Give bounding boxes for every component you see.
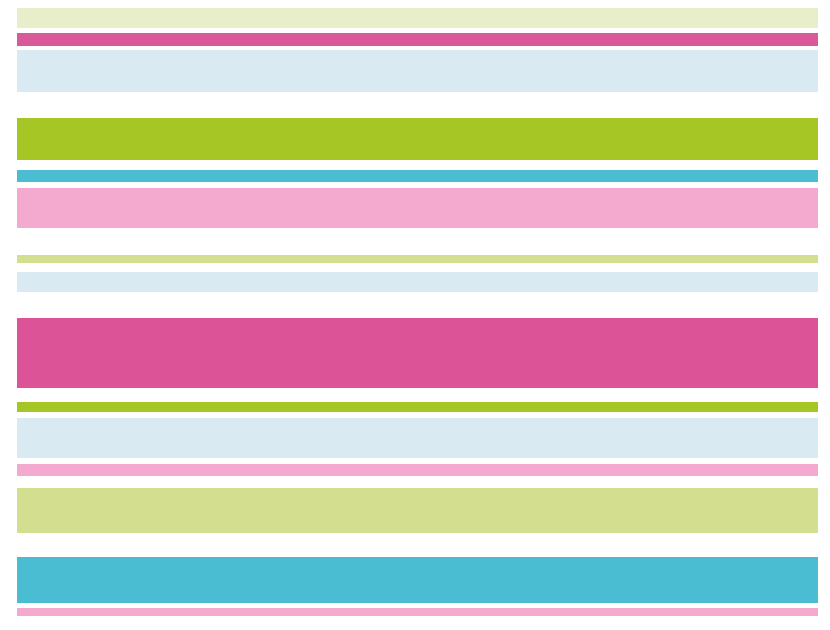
stripe-12 (17, 464, 818, 476)
stripe-10 (17, 402, 818, 412)
stripe-04 (17, 118, 818, 160)
stripe-08 (17, 272, 818, 292)
stripe-13 (17, 488, 818, 533)
stripe-06 (17, 188, 818, 228)
stripe-07 (17, 255, 818, 263)
stripe-02 (17, 33, 818, 46)
stripe-15 (17, 608, 818, 616)
stripe-09 (17, 318, 818, 388)
stripe-01 (17, 8, 818, 28)
stripe-14 (17, 557, 818, 603)
stripe-03 (17, 50, 818, 92)
stripe-11 (17, 418, 818, 458)
stripe-05 (17, 170, 818, 182)
